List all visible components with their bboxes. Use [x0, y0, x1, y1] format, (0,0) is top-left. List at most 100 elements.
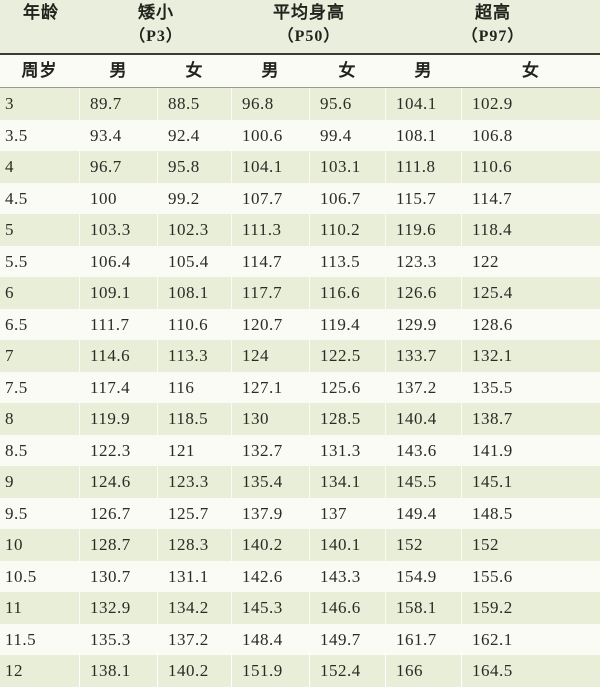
cell-p97-male: 115.7 [396, 188, 437, 208]
cell-p3-male: 138.1 [90, 661, 131, 680]
cell-background [158, 466, 231, 498]
cell-background [232, 560, 309, 592]
table-row: 8 119.9 118.5 130 128.5 140.4 138.7 [0, 403, 600, 435]
cell-p50-male: 130 [242, 409, 269, 428]
cell-background [310, 623, 385, 655]
cell-background [232, 277, 309, 309]
cell-p3-female: 140.2 [168, 661, 209, 680]
cell-p50-female: 140.1 [320, 535, 361, 554]
cell-p97-female: 106.8 [472, 125, 513, 145]
table-row: 4 96.7 95.8 104.1 103.1 111.8 110.6 [0, 151, 600, 183]
table-row: 3.5 93.4 92.4 100.6 99.4 108.1 106.8 [0, 119, 600, 151]
cell-background [232, 182, 309, 214]
cell-background [80, 371, 157, 403]
cell-p3-female: 108.1 [168, 283, 209, 302]
cell-p3-male: 124.6 [90, 472, 131, 491]
cell-p3-male: 111.7 [90, 314, 130, 334]
cell-background [386, 371, 461, 403]
cell-background [462, 560, 600, 592]
cell-p50-male: 148.4 [242, 629, 283, 649]
cell-background [80, 182, 157, 214]
cell-background [158, 434, 231, 466]
cell-p97-male: 129.9 [396, 314, 437, 334]
cell-background [80, 529, 157, 561]
cell-p3-male: 122.3 [90, 440, 131, 460]
cell-p3-female: 102.3 [168, 220, 209, 239]
cell-p3-male: 126.7 [90, 503, 131, 523]
cell-p3-female: 134.2 [168, 598, 209, 617]
cell-background [80, 277, 157, 309]
cell-background [0, 119, 79, 151]
cell-p97-male: 104.1 [396, 94, 437, 113]
cell-background [386, 151, 461, 183]
cell-p97-male: 133.7 [396, 346, 437, 365]
cell-p3-male: 117.4 [90, 377, 131, 397]
cell-p97-male: 143.6 [396, 440, 437, 460]
cell-p3-male: 114.6 [90, 346, 131, 365]
cell-background [0, 403, 79, 435]
cell-background [0, 497, 79, 529]
table-subheader-row: 周岁 男 女 男 女 男 女 [0, 55, 600, 88]
cell-background [232, 403, 309, 435]
cell-p97-male: 137.2 [396, 377, 437, 397]
cell-age: 4.5 [5, 188, 28, 208]
cell-background [232, 214, 309, 246]
cell-p50-female: 110.2 [320, 220, 361, 239]
cell-background [386, 182, 461, 214]
header-group-age: 年龄 [2, 0, 80, 55]
cell-background [80, 434, 157, 466]
cell-background [158, 529, 231, 561]
cell-background [80, 151, 157, 183]
cell-background [0, 277, 79, 309]
cell-p50-female: 128.5 [320, 409, 361, 428]
cell-background [386, 529, 461, 561]
cell-p97-female: 128.6 [472, 314, 513, 334]
cell-p97-male: 111.8 [396, 157, 436, 176]
header-group-p50-line2: （P50） [277, 28, 341, 45]
cell-p3-male: 119.9 [90, 409, 131, 428]
cell-background [462, 308, 600, 340]
cell-p97-female: 164.5 [472, 661, 513, 680]
cell-background [0, 371, 79, 403]
cell-p50-male: 104.1 [242, 157, 283, 176]
cell-background [386, 497, 461, 529]
cell-background [80, 592, 157, 624]
cell-background [0, 214, 79, 246]
cell-background [462, 371, 600, 403]
cell-age: 5.5 [5, 251, 28, 271]
cell-background [232, 529, 309, 561]
cell-background [80, 403, 157, 435]
cell-p97-male: 140.4 [396, 409, 437, 428]
cell-background [386, 560, 461, 592]
cell-p50-female: 119.4 [320, 314, 361, 334]
cell-p50-male: 145.3 [242, 598, 283, 617]
cell-p97-female: 141.9 [472, 440, 513, 460]
cell-age: 6 [5, 283, 14, 302]
cell-age: 9 [5, 472, 14, 491]
cell-p97-female: 102.9 [472, 94, 513, 113]
table-row: 9.5 126.7 125.7 137.9 137 149.4 148.5 [0, 497, 600, 529]
table-row: 11 132.9 134.2 145.3 146.6 158.1 159.2 [0, 592, 600, 624]
cell-p97-female: 159.2 [472, 598, 513, 617]
header-group-p97-line2: （P97） [461, 28, 525, 45]
cell-p50-male: 100.6 [242, 125, 283, 145]
cell-background [386, 119, 461, 151]
cell-p50-female: 99.4 [320, 125, 352, 145]
cell-age: 7.5 [5, 377, 28, 397]
subheader-cell-p50-female: 女 [338, 61, 357, 80]
header-group-p97: 超高 （P97） [386, 0, 600, 55]
cell-p3-female: 128.3 [168, 535, 209, 554]
cell-p97-female: 145.1 [472, 472, 513, 491]
cell-age: 7 [5, 346, 14, 365]
cell-p3-male: 132.9 [90, 598, 131, 617]
cell-p97-male: 149.4 [396, 503, 437, 523]
cell-p3-female: 88.5 [168, 94, 200, 113]
cell-background [386, 277, 461, 309]
cell-background [310, 403, 385, 435]
cell-p97-male: 126.6 [396, 283, 437, 302]
cell-p97-male: 108.1 [396, 125, 437, 145]
cell-p3-female: 125.7 [168, 503, 209, 523]
cell-background [310, 340, 385, 372]
cell-age: 10.5 [5, 566, 37, 586]
